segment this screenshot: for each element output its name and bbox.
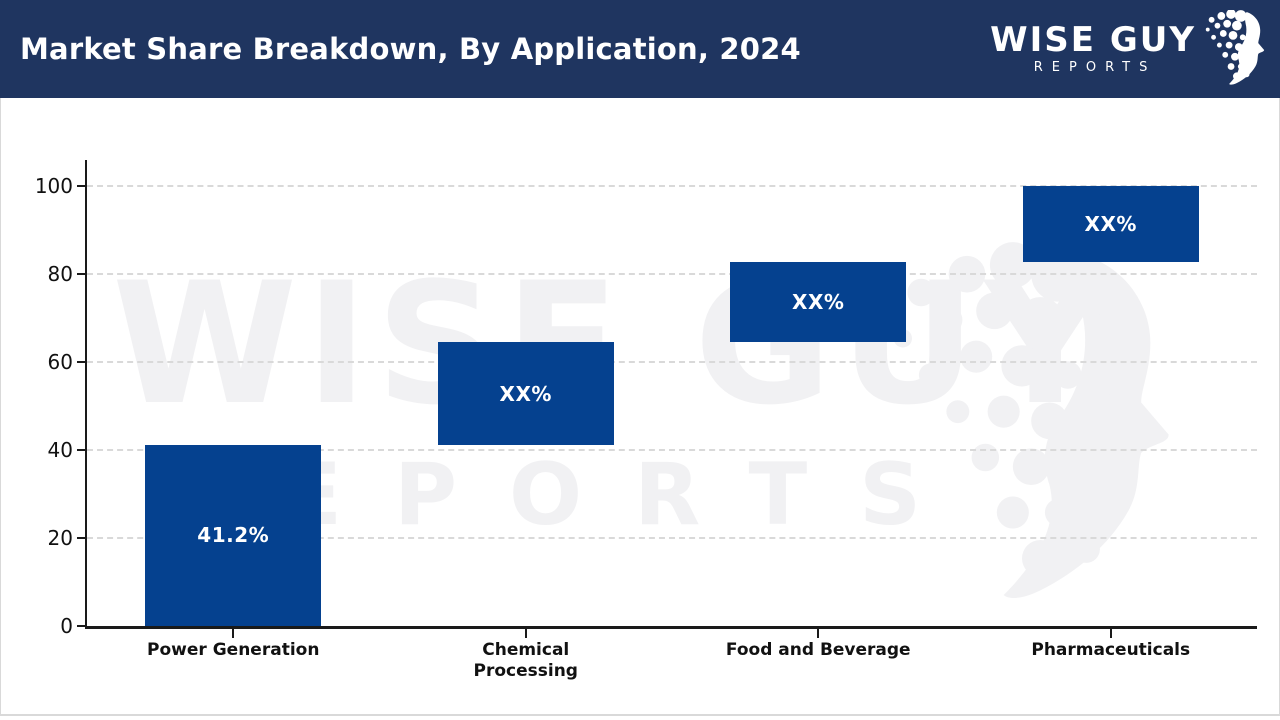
waterfall-bar-segment: XX% (1022, 186, 1199, 262)
waterfall-bar-segment: XX% (437, 342, 614, 445)
y-axis-tick (77, 273, 85, 276)
waterfall-bar-segment: XX% (730, 261, 907, 343)
x-axis-category-label: Food and Beverage (725, 640, 911, 660)
plot-area: WISE GUY REPORTS 0 20 40 60 80 100 41.2% Power … (35, 160, 1257, 681)
x-axis-category-label: Pharmaceuticals (1031, 640, 1191, 660)
y-axis-tick (77, 361, 85, 364)
y-axis-tick-label: 100 (34, 174, 73, 199)
waterfall-bar-segment: 41.2% (145, 444, 322, 626)
y-axis-tick (77, 625, 85, 627)
bar-value-label: XX% (1084, 212, 1137, 237)
x-axis-tick (524, 626, 527, 638)
logo-face-icon (1198, 10, 1268, 88)
x-axis-tick (817, 626, 820, 638)
y-axis-tick (77, 185, 85, 188)
gridline (87, 361, 1257, 364)
logo-text: WISE GUY REPORTS (990, 19, 1196, 76)
bar-value-label: XX% (792, 290, 845, 315)
y-axis-tick-label: 80 (47, 262, 73, 287)
y-axis-tick-label: 60 (47, 350, 73, 375)
chart-title: Market Share Breakdown, By Application, … (20, 32, 801, 66)
gridline (87, 185, 1257, 188)
y-axis-tick (77, 537, 85, 540)
watermark-face-icon (857, 215, 1187, 645)
logo-wordmark: WISE GUY (990, 19, 1196, 60)
x-axis-tick (1109, 626, 1112, 638)
gridline (87, 273, 1257, 276)
x-axis-category-label: Chemical Processing (473, 640, 578, 681)
report-header: Market Share Breakdown, By Application, … (0, 0, 1280, 98)
y-axis-tick-label: 20 (47, 526, 73, 551)
wise-guy-reports-logo: WISE GUY REPORTS (990, 8, 1268, 90)
chart-canvas: WISE GUY REPORTS 0 20 40 60 80 100 41.2% Power … (0, 98, 1280, 720)
x-axis-tick (232, 626, 235, 638)
y-axis-tick-label: 40 (47, 438, 73, 463)
bar-value-label: XX% (499, 381, 552, 406)
gridline (87, 537, 1257, 540)
bar-value-label: 41.2% (197, 523, 270, 548)
y-axis-tick-label: 0 (60, 614, 73, 638)
logo-subtitle: REPORTS (1033, 60, 1157, 76)
y-axis-tick (77, 449, 85, 452)
gridline (87, 449, 1257, 452)
x-axis-category-label: Power Generation (147, 640, 320, 660)
